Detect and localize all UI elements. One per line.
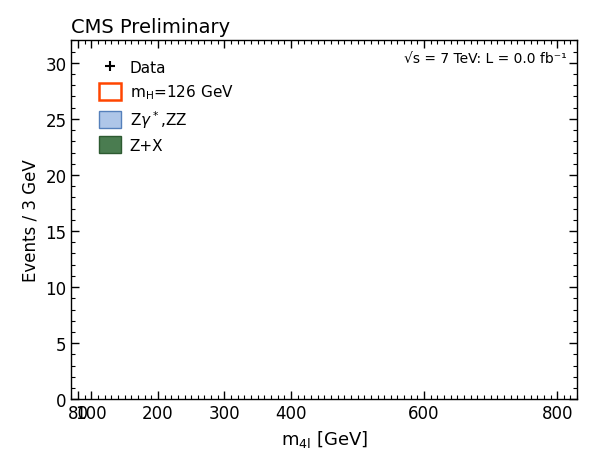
Legend: Data, $\rm{m_H}$=126 GeV, Z$\gamma^*$,ZZ, Z+X: Data, $\rm{m_H}$=126 GeV, Z$\gamma^*$,ZZ…: [99, 60, 234, 154]
Y-axis label: Events / 3 GeV: Events / 3 GeV: [22, 159, 40, 281]
Text: CMS Preliminary: CMS Preliminary: [71, 18, 230, 37]
X-axis label: $\rm{m_{4l}}$ [GeV]: $\rm{m_{4l}}$ [GeV]: [281, 428, 368, 448]
Text: √s = 7 TeV: L = 0.0 fb⁻¹: √s = 7 TeV: L = 0.0 fb⁻¹: [404, 52, 567, 66]
